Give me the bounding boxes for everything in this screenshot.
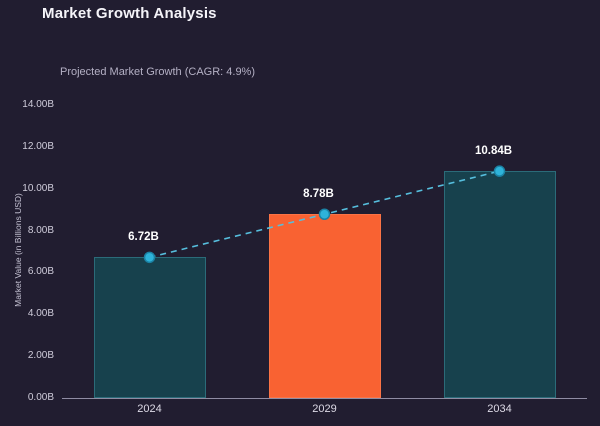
y-tick-label: 14.00B	[22, 99, 54, 110]
x-tick-label: 2024	[137, 403, 162, 415]
trend-point	[318, 208, 331, 220]
chart-title: Market Growth Analysis	[42, 5, 217, 22]
y-axis-label: Market Value (in Billions USD)	[13, 193, 23, 307]
trend-point	[143, 251, 156, 264]
trend-point	[493, 165, 506, 177]
bar-value-label: 10.84B	[474, 145, 513, 158]
x-tick-label: 2034	[487, 403, 512, 415]
y-tick-label: 12.00B	[22, 140, 54, 152]
y-tick-label: 4.00B	[27, 308, 54, 320]
plot-area	[62, 105, 587, 399]
bar-value-label: 8.78B	[303, 188, 334, 201]
bar-value-label: 6.72B	[128, 231, 159, 244]
bar-2034	[443, 171, 556, 398]
bar-2024	[93, 257, 206, 398]
y-tick-label: 2.00B	[27, 350, 54, 362]
x-tick-label: 2029	[312, 403, 337, 415]
trend-line-layer	[143, 165, 506, 264]
y-tick-label: 8.00B	[27, 224, 54, 236]
y-tick-label: 6.00B	[27, 266, 54, 278]
bar-2029	[268, 214, 381, 398]
y-tick-label: 0.00B	[27, 392, 54, 403]
chart-subtitle: Projected Market Growth (CAGR: 4.9%)	[60, 66, 256, 78]
y-tick-label: 10.00B	[22, 182, 54, 194]
